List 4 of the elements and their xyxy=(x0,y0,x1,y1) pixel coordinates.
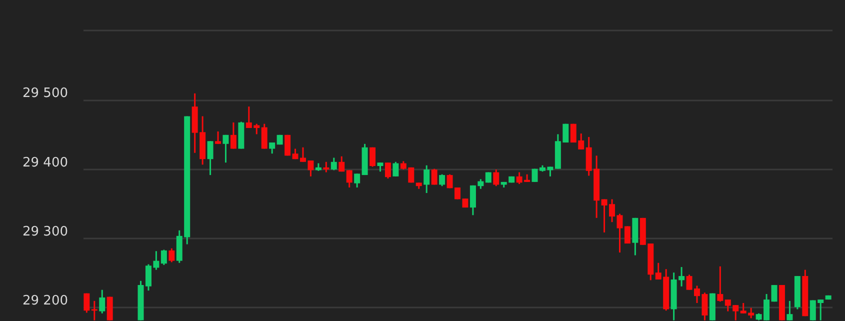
y-tick-label: 29 500 xyxy=(22,86,68,102)
y-tick-label: 29 300 xyxy=(22,224,68,240)
y-tick-label: 29 400 xyxy=(22,155,68,170)
y-tick-label: 29 200 xyxy=(22,294,68,309)
